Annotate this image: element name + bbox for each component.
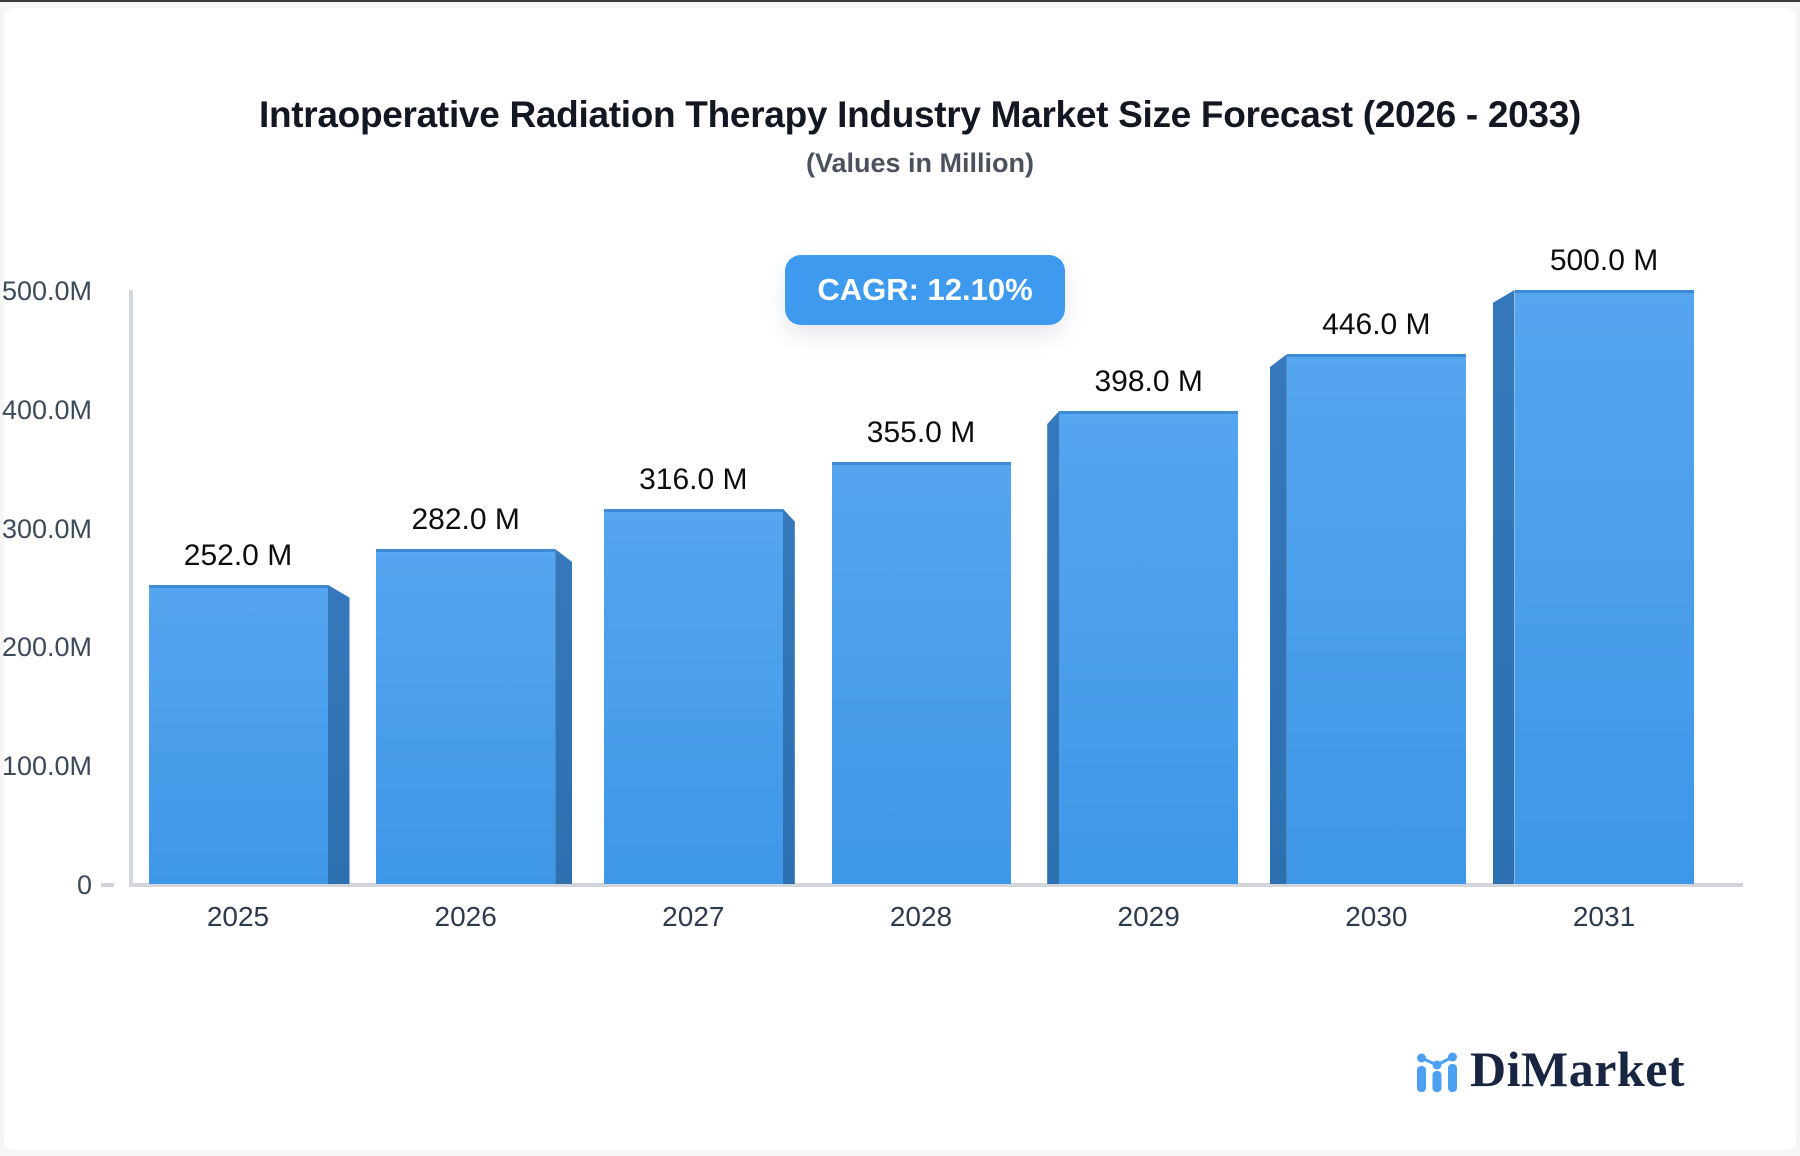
- bar-side-face: [1492, 290, 1515, 884]
- bar: [148, 584, 328, 884]
- bar-value-label: 398.0 M: [1094, 365, 1203, 399]
- x-axis-label: 2030: [1345, 901, 1408, 932]
- y-axis-label: 200.0M: [1, 632, 92, 663]
- bar-side-face: [555, 548, 573, 884]
- y-axis-label: 400.0M: [1, 394, 92, 425]
- bar-value-label: 500.0 M: [1549, 244, 1659, 277]
- page-top-border: [0, 0, 1800, 2]
- x-axis-baseline: [129, 883, 1743, 887]
- x-axis-label: 2026: [434, 901, 497, 932]
- bar: [1514, 290, 1694, 884]
- bar-value-label: 282.0 M: [411, 502, 520, 536]
- y-axis-line: [129, 290, 133, 884]
- x-axis-label: 2029: [1117, 901, 1180, 932]
- y-axis-label: 0: [76, 870, 92, 900]
- x-axis-label: 2031: [1572, 901, 1636, 932]
- bar-value-label: 355.0 M: [866, 416, 976, 450]
- bar-value-label: 316.0 M: [639, 462, 748, 496]
- chart-title: Intraoperative Radiation Therapy Industr…: [259, 94, 1581, 135]
- chart-subtitle: (Values in Million): [805, 148, 1035, 178]
- bar-side-face: [327, 584, 350, 884]
- bar-value-label: 252.0 M: [183, 538, 293, 572]
- x-axis-label: 2027: [662, 901, 725, 932]
- bar: [1286, 354, 1466, 884]
- cagr-badge: CAGR: 12.10%: [785, 255, 1065, 325]
- bar-value-label: 446.0 M: [1322, 308, 1431, 342]
- y-axis-label: 100.0M: [1, 751, 92, 782]
- bar: [376, 548, 556, 884]
- bar: [1059, 411, 1239, 884]
- brand-logo: DiMarket: [1416, 1040, 1685, 1094]
- y-axis-label: 300.0M: [1, 513, 92, 544]
- y-axis-label: 500.0M: [1, 276, 92, 306]
- bar-side-face: [1047, 411, 1060, 884]
- y-axis-tick: [101, 883, 114, 887]
- bar-line-chart-icon: [1417, 1052, 1457, 1092]
- bar-side-face: [782, 508, 795, 884]
- bar: [603, 508, 783, 884]
- x-axis-label: 2028: [889, 901, 953, 932]
- x-axis-label: 2025: [206, 901, 270, 932]
- bar-side-face: [1269, 354, 1287, 884]
- bar: [831, 462, 1011, 884]
- brand-name: DiMarket: [1470, 1041, 1686, 1097]
